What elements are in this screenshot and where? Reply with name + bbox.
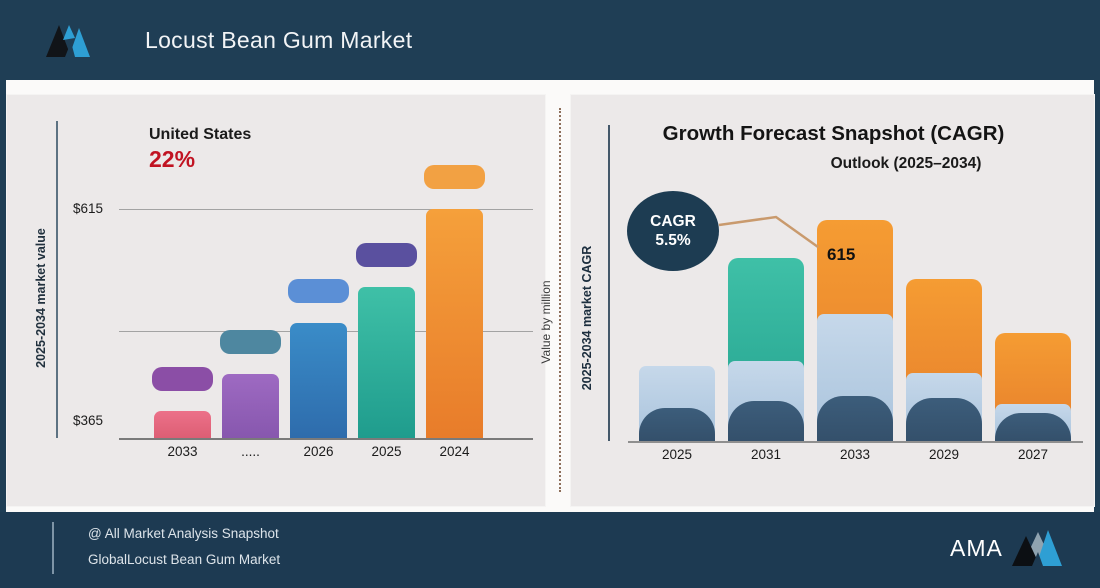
bar-cap-2026 bbox=[288, 279, 349, 303]
left-right-axis-title: Value by million bbox=[539, 280, 553, 364]
logo-left-peak bbox=[46, 25, 71, 57]
right-chart-panel: Growth Forecast Snapshot (CAGR) Outlook … bbox=[570, 94, 1095, 507]
x-axis-label-2033: 2033 bbox=[167, 444, 198, 459]
footer-market-text: GlobalLocust Bean Gum Market bbox=[88, 552, 281, 567]
y-tick-615: $615 bbox=[72, 201, 103, 216]
right-x-axis-line bbox=[628, 441, 1083, 443]
segment-base-2033 bbox=[817, 396, 893, 441]
left-y-axis-line bbox=[56, 121, 58, 438]
cagr-badge-label: CAGR bbox=[650, 213, 696, 230]
footer-brand-text: AMA bbox=[950, 535, 1003, 561]
x-axis-label-2024: 2024 bbox=[439, 444, 470, 459]
segment-base-2031 bbox=[728, 401, 804, 441]
bar-cap-2025 bbox=[356, 243, 417, 267]
segment-base-2027 bbox=[995, 413, 1071, 441]
x-axis-label-2027: 2027 bbox=[1017, 447, 1049, 462]
footer-ama-logo-icon bbox=[1012, 530, 1062, 566]
x-axis-label-.....: ..... bbox=[241, 444, 260, 459]
left-chart-highlight-value: 22% bbox=[149, 146, 196, 172]
bar-..... bbox=[222, 374, 279, 438]
cagr-badge-value: 5.5% bbox=[655, 232, 691, 249]
bar-2026 bbox=[290, 323, 347, 438]
bar-cap-..... bbox=[220, 330, 281, 354]
bar-2024 bbox=[426, 209, 483, 438]
left-x-axis-line bbox=[119, 438, 533, 440]
right-chart-subtitle: Outlook (2025–2034) bbox=[830, 155, 982, 172]
footer-snapshot-text: @ All Market Analysis Snapshot bbox=[88, 526, 279, 541]
page-title: Locust Bean Gum Market bbox=[145, 27, 413, 53]
bar-2025 bbox=[358, 287, 415, 438]
cagr-badge: CAGR 5.5% bbox=[627, 191, 719, 271]
bar-cap-2033 bbox=[152, 367, 213, 391]
footer-logo-left-peak bbox=[1012, 536, 1040, 566]
footer-logo-right-peak bbox=[1036, 530, 1062, 566]
logo-mid-peak bbox=[63, 25, 75, 40]
footer-logo-notch bbox=[1032, 552, 1043, 566]
right-chart-title: Growth Forecast Snapshot (CAGR) bbox=[662, 122, 1005, 145]
x-axis-label-2029: 2029 bbox=[928, 447, 960, 462]
y-tick-365: $365 bbox=[72, 413, 103, 428]
bar-cap-2024 bbox=[424, 165, 485, 189]
left-chart-title: United States bbox=[149, 126, 252, 143]
connector-line bbox=[718, 215, 819, 249]
left-chart-panel: 2025-2034 market value United States 22%… bbox=[6, 94, 553, 507]
footer: @ All Market Analysis Snapshot GlobalLoc… bbox=[0, 512, 1100, 588]
logo-right-peak bbox=[69, 28, 90, 57]
logo-notch bbox=[65, 42, 75, 57]
x-axis-label-2031: 2031 bbox=[750, 447, 782, 462]
x-axis-label-2025: 2025 bbox=[661, 447, 693, 462]
x-axis-label-2025: 2025 bbox=[371, 444, 402, 459]
left-edge-strip bbox=[0, 80, 6, 512]
footer-divider-line bbox=[52, 522, 54, 574]
ama-logo-icon bbox=[46, 25, 90, 57]
x-axis-label-2026: 2026 bbox=[303, 444, 334, 459]
panel-divider-dotted-line bbox=[559, 108, 561, 492]
x-axis-label-2033: 2033 bbox=[839, 447, 871, 462]
segment-base-2025 bbox=[639, 408, 715, 441]
gridline-615 bbox=[119, 209, 533, 210]
bar-2033 bbox=[154, 411, 211, 438]
bar-value-annotation: 615 bbox=[827, 245, 856, 264]
segment-base-2029 bbox=[906, 398, 982, 441]
header: Locust Bean Gum Market bbox=[0, 0, 1100, 80]
left-y-axis-title: 2025-2034 market value bbox=[34, 228, 48, 368]
right-y-axis-line bbox=[608, 125, 610, 441]
right-edge-strip bbox=[1094, 80, 1100, 512]
